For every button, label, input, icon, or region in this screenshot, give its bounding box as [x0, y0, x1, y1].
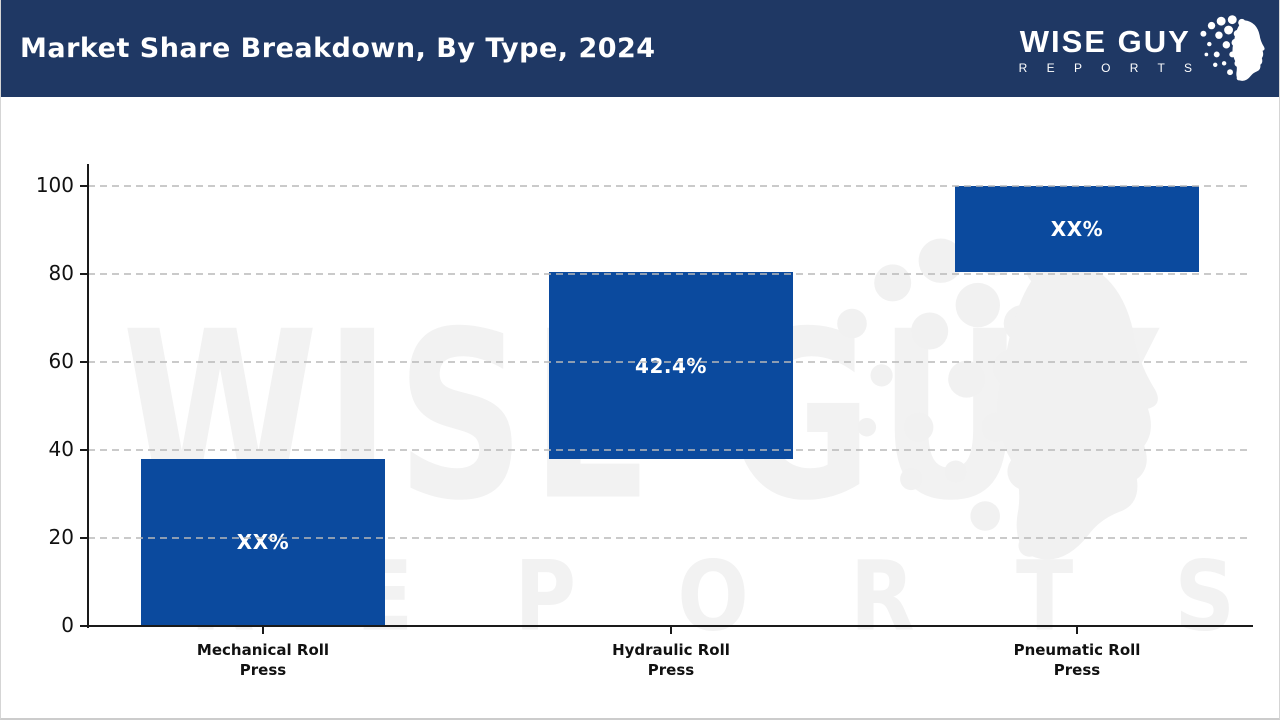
x-category-label: Mechanical Roll Press [196, 641, 330, 679]
y-tick-mark [80, 273, 87, 275]
gridline [88, 361, 1252, 363]
x-tick-mark [1076, 626, 1078, 634]
brand-logo: WISE GUY R E P O R T S [1019, 10, 1270, 90]
y-tick-label: 80 [48, 261, 74, 285]
gridline [88, 273, 1252, 275]
bar-value-label: 42.4% [635, 353, 707, 378]
bar-value-label: XX% [236, 530, 290, 555]
x-tick-mark [670, 626, 672, 634]
gridline [88, 185, 1252, 187]
bar: 42.4% [549, 272, 793, 459]
y-tick-label: 100 [35, 173, 74, 197]
y-tick-mark [80, 537, 87, 539]
bar-value-label: XX% [1050, 217, 1104, 242]
bar: XX% [141, 458, 385, 626]
y-tick-mark [80, 625, 87, 627]
y-tick-label: 0 [61, 613, 74, 637]
y-tick-mark [80, 185, 87, 187]
logo-wordmark: WISE GUY [1019, 24, 1191, 59]
page-title: Market Share Breakdown, By Type, 2024 [20, 33, 656, 64]
gridline [88, 449, 1252, 451]
x-category-label: Hydraulic Roll Press [612, 641, 730, 679]
x-category-label: Pneumatic Roll Press [1013, 641, 1141, 679]
y-tick-mark [80, 361, 87, 363]
y-tick-label: 20 [48, 525, 74, 549]
y-tick-label: 60 [48, 349, 74, 373]
y-tick-mark [80, 449, 87, 451]
face-dots-icon [1200, 15, 1265, 81]
header: Market Share Breakdown, By Type, 2024 WI… [0, 0, 1280, 97]
bar: XX% [955, 186, 1199, 273]
y-axis [87, 164, 89, 628]
logo-subtext: R E P O R T S [1018, 61, 1200, 75]
gridline [88, 537, 1252, 539]
y-tick-label: 40 [48, 437, 74, 461]
x-tick-mark [262, 626, 264, 634]
